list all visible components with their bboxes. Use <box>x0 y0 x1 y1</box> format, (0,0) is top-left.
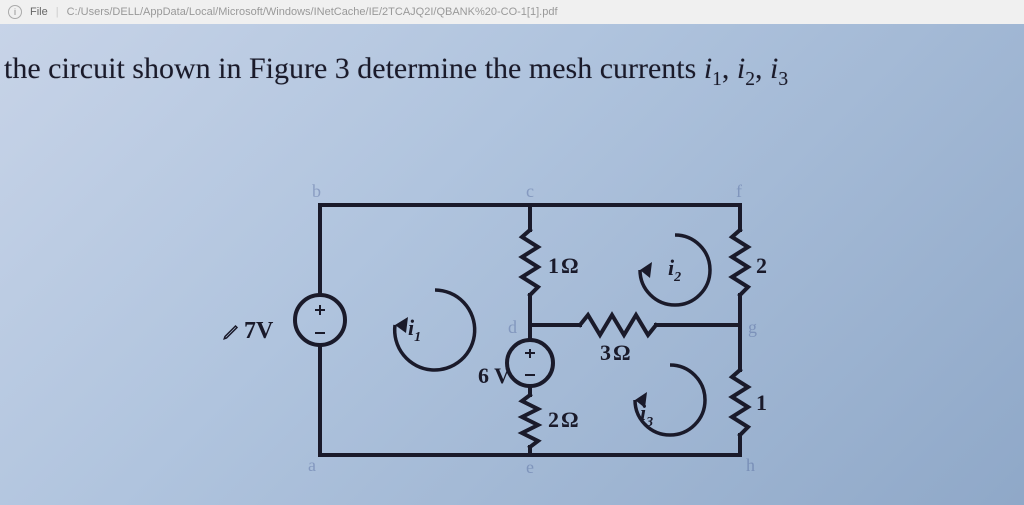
node-b: b <box>312 181 321 201</box>
resistor-1ohm <box>522 230 538 295</box>
node-c: c <box>526 181 534 201</box>
info-icon: i <box>8 5 22 19</box>
label-2ohm-left: 2Ω <box>548 407 579 432</box>
annotation-7v: 7V <box>222 318 273 345</box>
resistor-2ohm-right <box>732 230 748 295</box>
label-6v: 6 V <box>478 363 510 388</box>
source-6v <box>507 340 553 386</box>
resistor-1ohm-right <box>732 370 748 435</box>
node-g: g <box>748 317 757 337</box>
current-i1-sym: i <box>704 52 712 85</box>
file-label: File <box>30 6 48 18</box>
resistor-2ohm-left <box>522 395 538 447</box>
current-i1-sub: 1 <box>712 69 722 90</box>
loop-i1 <box>395 290 475 370</box>
node-h: h <box>746 455 755 475</box>
circuit-figure: b c f d g a e h 1Ω 2Ω 3Ω 2Ω 1Ω 6 V i1 i2… <box>280 175 770 475</box>
question-prefix: the circuit shown in Figure 3 determine … <box>4 52 704 85</box>
browser-path-bar: i File | C:/Users/DELL/AppData/Local/Mic… <box>0 0 1024 24</box>
separator: | <box>56 6 59 18</box>
label-1ohm-right: 1Ω <box>756 390 770 415</box>
label-i1: i1 <box>408 315 421 345</box>
node-e: e <box>526 457 534 475</box>
label-i2: i2 <box>668 255 681 285</box>
question-text: the circuit shown in Figure 3 determine … <box>0 24 1024 91</box>
node-a: a <box>308 455 316 475</box>
current-i2-sub: 2 <box>745 69 755 90</box>
resistor-3ohm <box>580 315 656 335</box>
file-path: C:/Users/DELL/AppData/Local/Microsoft/Wi… <box>67 6 558 18</box>
label-i3: i3 <box>640 400 653 430</box>
node-d: d <box>508 317 517 337</box>
annotation-7v-text: 7V <box>244 318 273 345</box>
current-i2-sym: i <box>737 52 745 85</box>
label-2ohm-right: 2Ω <box>756 253 770 278</box>
label-3ohm: 3Ω <box>600 340 631 365</box>
sep2: , <box>755 52 770 85</box>
pencil-icon <box>222 323 240 341</box>
source-7v <box>295 295 345 345</box>
label-1ohm: 1Ω <box>548 253 579 278</box>
sep1: , <box>722 52 737 85</box>
node-f: f <box>736 181 742 201</box>
current-i3-sub: 3 <box>778 69 788 90</box>
loop-i1-arrow <box>395 317 408 333</box>
